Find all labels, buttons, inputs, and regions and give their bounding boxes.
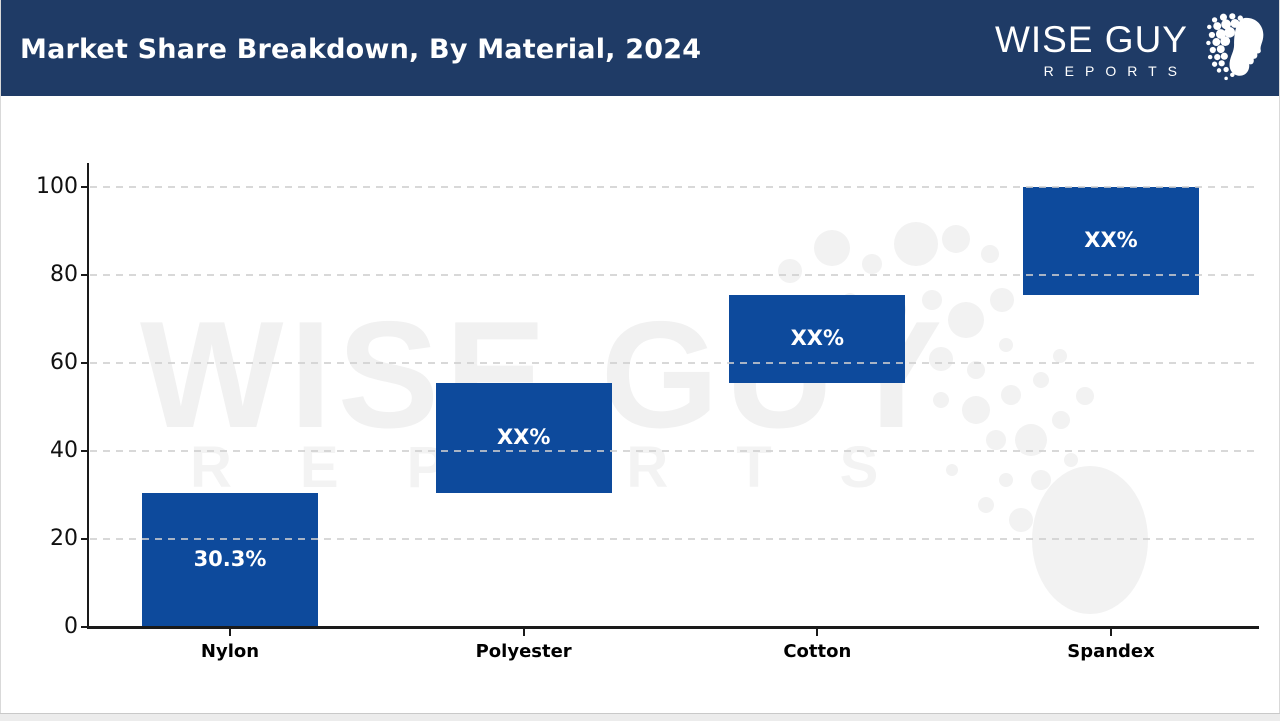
gridline: [90, 361, 1258, 364]
bar-value-label: XX%: [496, 425, 551, 450]
category-label: Nylon: [200, 641, 260, 662]
x-axis-tick: [1110, 629, 1112, 636]
bar-value-label: XX%: [1084, 227, 1138, 252]
plot-area: 0 20 40 60 80 100 30.3% Nylon XX% Polyester XX% Cot…: [0, 96, 1280, 714]
header-bar: Market Share Breakdown, By Material, 202…: [0, 0, 1280, 96]
y-axis-tick-label: 100: [36, 173, 78, 199]
category-label: Polyester: [475, 641, 572, 662]
y-axis-tick: [81, 273, 88, 276]
chart-area: WISE GUY REPORTS 02040608010030.3%NylonX…: [0, 96, 1280, 714]
x-axis-tick: [229, 629, 231, 636]
category-label: Cotton: [783, 641, 852, 662]
y-axis-tick: [81, 449, 88, 452]
bottom-border-strip: [0, 713, 1280, 721]
y-axis-tick: [81, 625, 88, 628]
logo-subtitle: REPORTS: [1043, 63, 1188, 79]
y-axis-tick: [81, 537, 88, 540]
wise-guy-reports-logo: WISE GUY REPORTS: [995, 8, 1266, 90]
x-axis-tick: [816, 629, 819, 636]
y-axis-tick: [81, 185, 88, 188]
bar-segment-cotton: [729, 295, 906, 384]
y-axis-tick-label: 80: [50, 261, 78, 287]
category-label: Spandex: [1067, 641, 1155, 662]
logo-wordmark: WISE GUY: [994, 19, 1188, 60]
gridline: [90, 537, 1258, 540]
y-axis-tick: [81, 361, 88, 364]
y-axis-tick-label: 40: [50, 437, 78, 463]
gridline: [90, 185, 1258, 188]
dotted-head-profile-icon: [1188, 10, 1266, 94]
bar-segment-nylon: [142, 493, 318, 627]
gridline: [90, 449, 1258, 452]
y-axis-tick-label: 60: [50, 349, 78, 375]
y-axis: [87, 163, 89, 626]
x-axis-tick: [522, 629, 525, 636]
bar-segment-spandex: [1023, 186, 1199, 296]
bar-value-label: XX%: [790, 326, 845, 351]
x-axis: [87, 626, 1259, 629]
gridline: [90, 273, 1258, 276]
y-axis-tick-label: 20: [50, 525, 78, 551]
y-axis-tick-label: 0: [64, 613, 78, 639]
chart-title: Market Share Breakdown, By Material, 202…: [20, 34, 702, 65]
logo-text: WISE GUY REPORTS: [995, 20, 1188, 81]
bar-value-label: 30.3%: [193, 546, 267, 571]
bar-segment-polyester: [435, 383, 612, 494]
